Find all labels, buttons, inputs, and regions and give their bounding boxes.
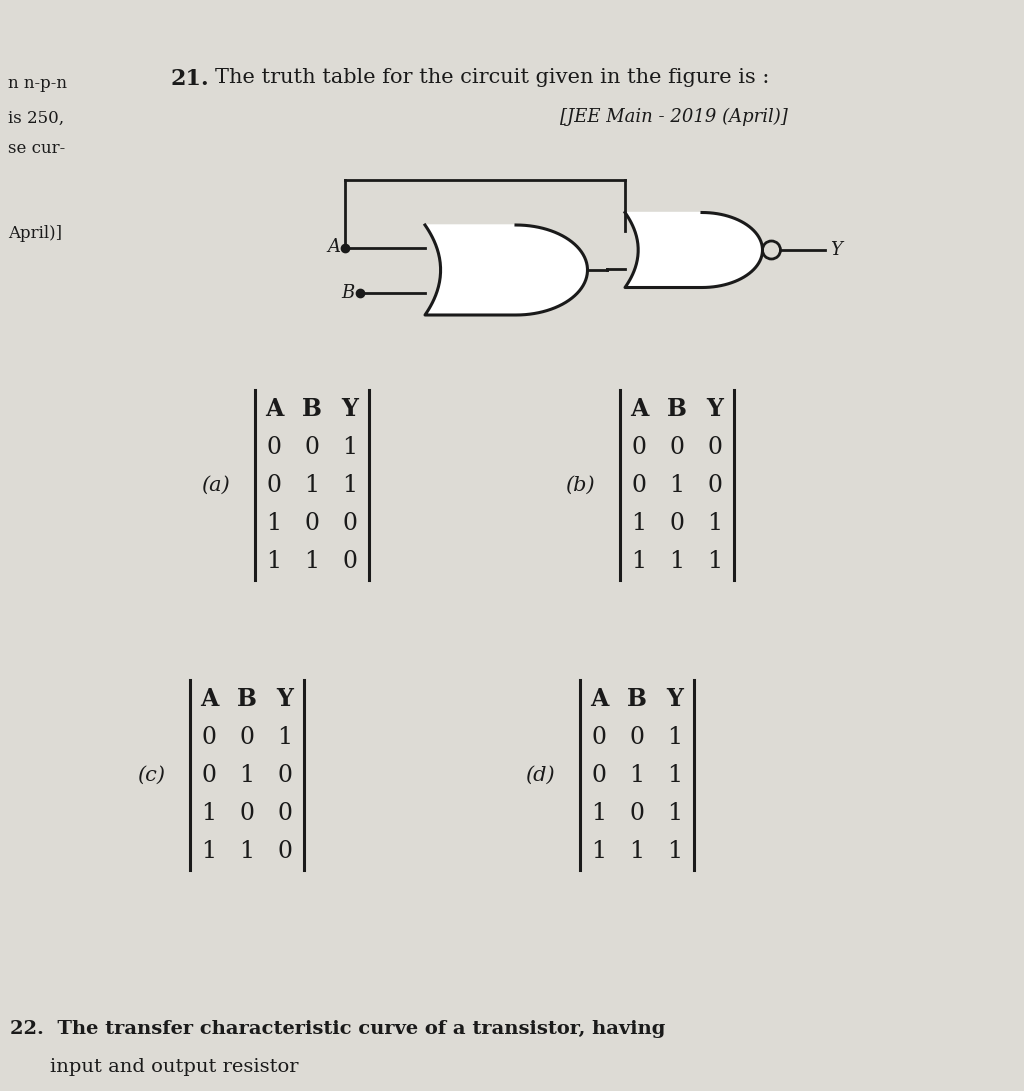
Text: 1: 1 [342, 435, 357, 458]
Text: 1: 1 [668, 726, 683, 748]
Text: Y: Y [276, 687, 294, 711]
Text: A: A [265, 397, 284, 421]
Text: 1: 1 [202, 802, 216, 825]
Text: 0: 0 [266, 435, 282, 458]
Text: 0: 0 [278, 764, 293, 787]
Text: 1: 1 [670, 550, 685, 573]
Text: 1: 1 [266, 550, 282, 573]
Text: A: A [630, 397, 648, 421]
Text: 1: 1 [630, 839, 644, 863]
Text: n n-p-n: n n-p-n [8, 75, 67, 92]
Text: 1: 1 [240, 839, 255, 863]
Text: 0: 0 [708, 435, 723, 458]
Text: 0: 0 [240, 802, 255, 825]
Text: 0: 0 [670, 435, 684, 458]
Text: 1: 1 [668, 802, 683, 825]
Text: 1: 1 [708, 512, 723, 535]
Text: 1: 1 [304, 550, 319, 573]
Text: 0: 0 [342, 550, 357, 573]
Text: B: B [238, 687, 257, 711]
Text: 1: 1 [266, 512, 282, 535]
Text: 1: 1 [342, 473, 357, 496]
Text: B: B [627, 687, 647, 711]
Text: 0: 0 [304, 435, 319, 458]
Text: 0: 0 [304, 512, 319, 535]
Text: B: B [667, 397, 687, 421]
Text: 21.: 21. [170, 68, 209, 89]
Text: 0: 0 [342, 512, 357, 535]
Text: 0: 0 [202, 764, 216, 787]
Text: (b): (b) [565, 476, 595, 494]
Polygon shape [425, 225, 588, 315]
Text: 1: 1 [632, 550, 646, 573]
Text: 0: 0 [240, 726, 255, 748]
Text: 0: 0 [670, 512, 684, 535]
Text: 1: 1 [708, 550, 723, 573]
Text: A: A [200, 687, 218, 711]
Text: 1: 1 [304, 473, 319, 496]
Text: 0: 0 [592, 764, 606, 787]
Text: Y: Y [342, 397, 358, 421]
Text: (d): (d) [525, 766, 555, 784]
Text: 0: 0 [708, 473, 723, 496]
Text: 1: 1 [240, 764, 255, 787]
Text: B: B [342, 284, 355, 301]
Text: 1: 1 [592, 839, 606, 863]
Polygon shape [625, 213, 763, 288]
Text: 0: 0 [202, 726, 216, 748]
Text: 0: 0 [266, 473, 282, 496]
Text: B: B [302, 397, 322, 421]
Text: 1: 1 [632, 512, 646, 535]
Text: (c): (c) [137, 766, 165, 784]
Text: 1: 1 [668, 839, 683, 863]
Text: Y: Y [830, 241, 843, 259]
Text: 1: 1 [202, 839, 216, 863]
Text: April)]: April)] [8, 225, 62, 242]
Text: A: A [590, 687, 608, 711]
Text: 22.  The transfer characteristic curve of a transistor, having: 22. The transfer characteristic curve of… [10, 1020, 666, 1038]
Text: se cur-: se cur- [8, 140, 66, 157]
Text: 1: 1 [668, 764, 683, 787]
Text: Y: Y [707, 397, 723, 421]
Text: 0: 0 [630, 802, 644, 825]
Text: The truth table for the circuit given in the figure is :: The truth table for the circuit given in… [215, 68, 769, 87]
Text: 1: 1 [630, 764, 644, 787]
Text: 1: 1 [592, 802, 606, 825]
Text: 1: 1 [670, 473, 685, 496]
Text: is 250,: is 250, [8, 110, 65, 127]
Text: [JEE Main - 2019 (April)]: [JEE Main - 2019 (April)] [560, 108, 787, 127]
Text: (a): (a) [202, 476, 230, 494]
Text: 1: 1 [278, 726, 293, 748]
Text: 0: 0 [632, 473, 646, 496]
Text: A: A [327, 239, 340, 256]
Text: Y: Y [667, 687, 683, 711]
Text: 0: 0 [630, 726, 644, 748]
Text: 0: 0 [278, 839, 293, 863]
Text: input and output resistor: input and output resistor [50, 1058, 299, 1076]
Text: 0: 0 [278, 802, 293, 825]
Text: 0: 0 [632, 435, 646, 458]
Text: 0: 0 [592, 726, 606, 748]
